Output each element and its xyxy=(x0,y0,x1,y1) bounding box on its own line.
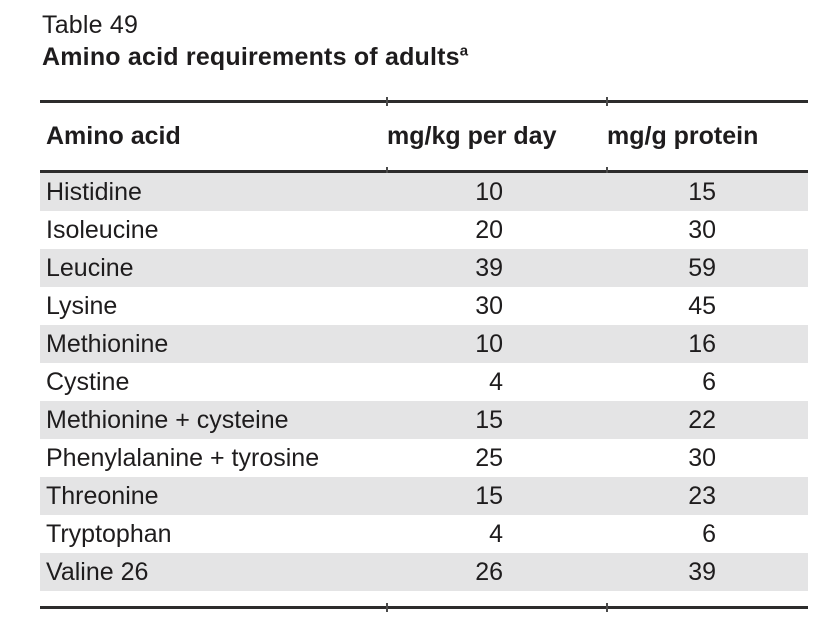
table-top-rule xyxy=(40,100,808,103)
mg-g-protein-value-cell: 15 xyxy=(688,178,716,206)
column-header-mg-kg-day: mg/kg per day xyxy=(387,122,557,150)
mg-g-protein-value-cell: 59 xyxy=(688,254,716,282)
column-divider-tick xyxy=(606,97,608,106)
mg-kg-day-value-cell: 15 xyxy=(475,406,503,434)
table-row: Isoleucine 20 30 xyxy=(40,211,808,249)
table-row: Histidine 10 15 xyxy=(40,173,808,211)
table-row: Valine 26 26 39 xyxy=(40,553,808,591)
amino-acid-name-cell: Valine 26 xyxy=(46,558,149,586)
amino-acid-name-cell: Lysine xyxy=(46,292,118,320)
amino-acid-name-cell: Histidine xyxy=(46,178,142,206)
mg-kg-day-value-cell: 30 xyxy=(475,292,503,320)
mg-g-protein-value-cell: 6 xyxy=(702,368,716,396)
column-divider-tick xyxy=(606,603,608,612)
amino-acid-name-cell: Methionine + cysteine xyxy=(46,406,289,434)
table-header-rule xyxy=(40,170,808,173)
table-number-label: Table 49 xyxy=(42,11,139,39)
amino-acid-name-cell: Tryptophan xyxy=(46,520,172,548)
table-row: Tryptophan 4 6 xyxy=(40,515,808,553)
mg-g-protein-value-cell: 45 xyxy=(688,292,716,320)
table-title-footnote-marker: a xyxy=(459,42,469,60)
mg-kg-day-value-cell: 10 xyxy=(475,330,503,358)
mg-g-protein-value-cell: 6 xyxy=(702,520,716,548)
amino-acid-name-cell: Methionine xyxy=(46,330,169,358)
table-row: Threonine 15 23 xyxy=(40,477,808,515)
mg-g-protein-value-cell: 16 xyxy=(688,330,716,358)
mg-kg-day-value-cell: 4 xyxy=(489,520,503,548)
amino-acid-name-cell: Phenylalanine + tyrosine xyxy=(46,444,320,472)
mg-g-protein-value-cell: 39 xyxy=(688,558,716,586)
amino-acid-name-cell: Cystine xyxy=(46,368,130,396)
mg-g-protein-value-cell: 30 xyxy=(688,216,716,244)
table-row: Phenylalanine + tyrosine 25 30 xyxy=(40,439,808,477)
column-header-amino-acid: Amino acid xyxy=(46,122,181,150)
mg-kg-day-value-cell: 4 xyxy=(489,368,503,396)
mg-g-protein-value-cell: 23 xyxy=(688,482,716,510)
amino-acid-name-cell: Isoleucine xyxy=(46,216,159,244)
column-header-mg-g-protein: mg/g protein xyxy=(607,122,759,150)
table-row: Methionine + cysteine 15 22 xyxy=(40,401,808,439)
mg-kg-day-value-cell: 15 xyxy=(475,482,503,510)
table-row: Lysine 30 45 xyxy=(40,287,808,325)
mg-g-protein-value-cell: 30 xyxy=(688,444,716,472)
mg-g-protein-value-cell: 22 xyxy=(688,406,716,434)
table-row: Leucine 39 59 xyxy=(40,249,808,287)
table-title: Amino acid requirements of adultsa xyxy=(42,43,468,72)
table-header-row: Amino acid mg/kg per day mg/g protein xyxy=(40,103,808,170)
table-row: Methionine 10 16 xyxy=(40,325,808,363)
column-divider-tick xyxy=(606,167,608,176)
mg-kg-day-value-cell: 25 xyxy=(475,444,503,472)
mg-kg-day-value-cell: 20 xyxy=(475,216,503,244)
amino-acid-name-cell: Leucine xyxy=(46,254,134,282)
mg-kg-day-value-cell: 39 xyxy=(475,254,503,282)
mg-kg-day-value-cell: 10 xyxy=(475,178,503,206)
mg-kg-day-value-cell: 26 xyxy=(475,558,503,586)
table-title-text: Amino acid requirements of adults xyxy=(42,43,460,71)
table-row: Cystine 4 6 xyxy=(40,363,808,401)
table-body: Histidine 10 15 Isoleucine 20 30 Leucine 39 59 Ly… xyxy=(40,173,808,591)
amino-acid-name-cell: Threonine xyxy=(46,482,159,510)
table-bottom-rule xyxy=(40,606,808,609)
column-divider-tick xyxy=(386,167,388,176)
column-divider-tick xyxy=(386,97,388,106)
column-divider-tick xyxy=(386,603,388,612)
